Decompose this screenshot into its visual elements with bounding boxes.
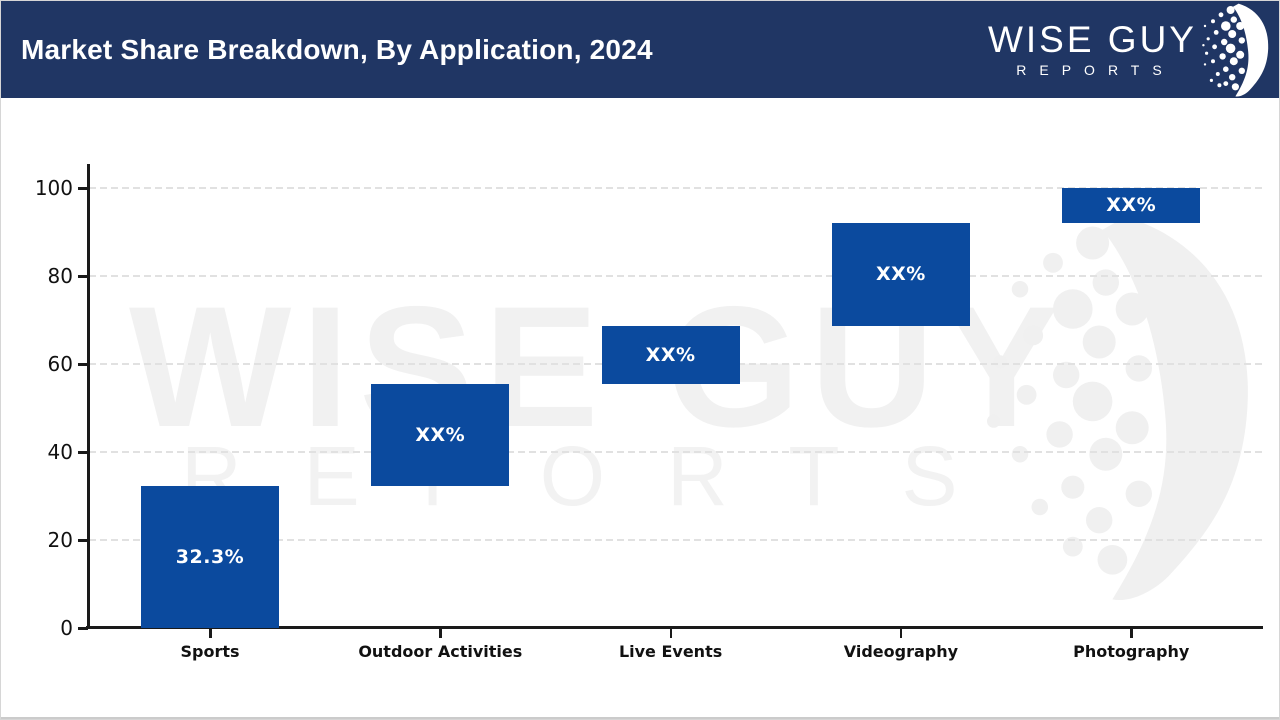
dotted-head-logo-icon [1202,3,1269,97]
y-tick-60 [78,363,88,366]
x-category-label: Videography [843,642,959,661]
logo-brand-name: WISE GUY [987,19,1197,60]
bar-value-label: XX% [875,263,926,286]
x-axis-line [86,626,1263,629]
y-tick-20 [78,539,88,542]
logo-brand-subtitle: REPORTS [1016,62,1175,78]
y-axis-line [87,164,90,629]
y-tick-label-20: 20 [47,528,73,552]
bar-value-label: 32.3% [175,545,245,568]
wiseguy-logo-text: WISE GUY REPORTS [988,21,1197,78]
x-tick-4 [1130,629,1133,638]
x-tick-2 [669,629,673,638]
y-tick-label-0: 0 [60,616,73,640]
bar-live-events: XX% [601,325,740,384]
x-category-label: Photography [1073,642,1190,661]
gridline-40 [89,451,1263,453]
x-category-label: Live Events [618,642,723,661]
gridline-80 [89,275,1263,277]
y-tick-100 [78,187,88,190]
x-category-label: Outdoor Activities [358,642,523,661]
page-title: Market Share Breakdown, By Application, … [21,33,653,65]
gridline-20 [89,539,1263,541]
x-tick-1 [439,629,442,638]
bar-videography: XX% [831,222,970,326]
y-tick-label-80: 80 [47,264,73,288]
bar-outdoor-activities: XX% [371,383,510,486]
x-category-label: Sports [180,642,240,661]
gridline-100 [89,187,1263,189]
y-tick-label-40: 40 [47,440,73,464]
x-tick-0 [209,629,212,638]
bar-photography: XX% [1062,188,1201,223]
bar-value-label: XX% [1106,194,1157,217]
x-tick-3 [899,629,903,638]
y-tick-label-60: 60 [47,352,73,376]
y-tick-40 [78,451,88,454]
figure-bottom-border [1,717,1279,719]
bar-sports: 32.3% [141,485,279,628]
header-bar: Market Share Breakdown, By Application, … [1,1,1279,98]
wiseguy-logo: WISE GUY REPORTS [988,2,1275,98]
y-tick-80 [78,275,88,278]
y-tick-0 [78,627,88,630]
bar-value-label: XX% [415,423,466,446]
y-tick-label-100: 100 [34,176,73,200]
bar-value-label: XX% [645,343,696,366]
